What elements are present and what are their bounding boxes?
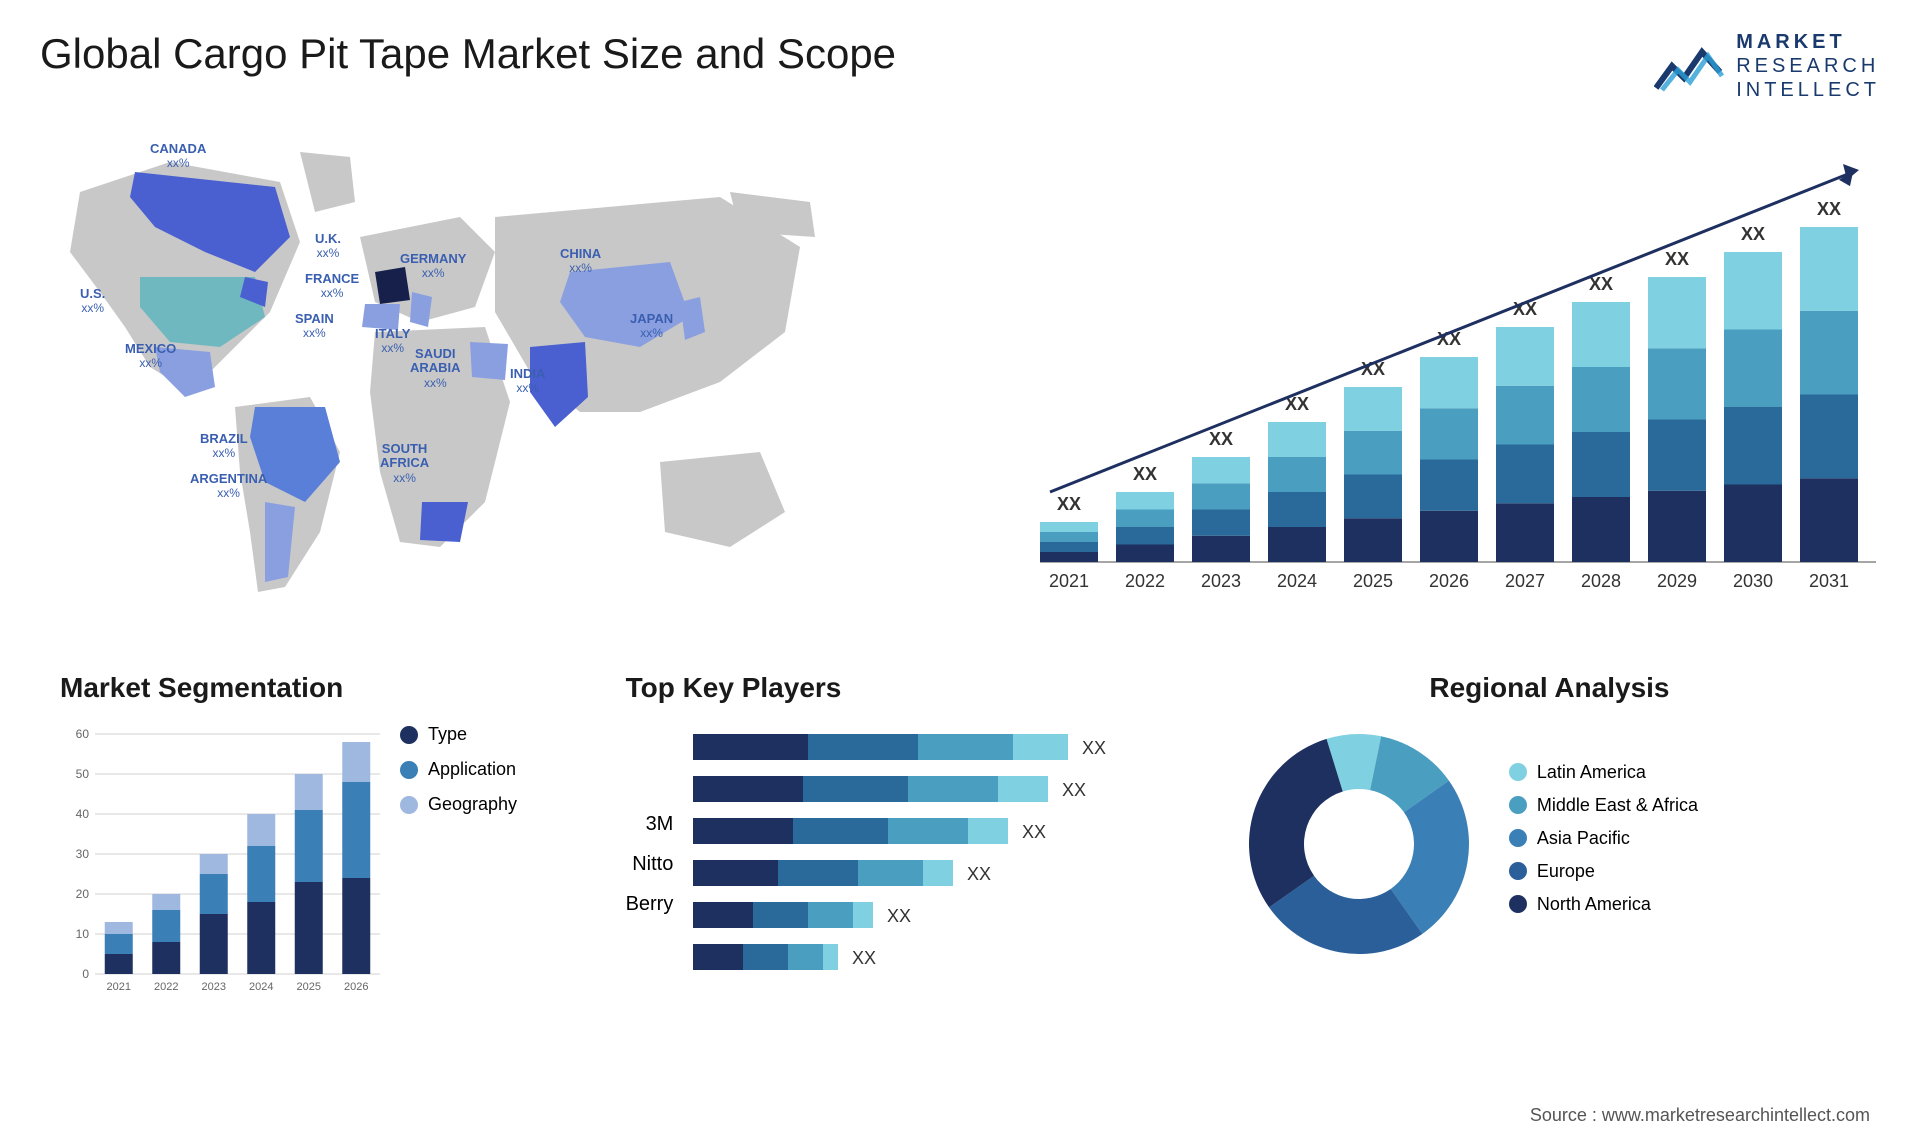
map-label-argentina: ARGENTINAxx% bbox=[190, 472, 267, 501]
page-title: Global Cargo Pit Tape Market Size and Sc… bbox=[40, 30, 896, 78]
region-legend-asia-pacific: Asia Pacific bbox=[1509, 828, 1698, 849]
logo-text-3: INTELLECT bbox=[1736, 78, 1880, 102]
world-map: CANADAxx% U.S.xx% MEXICOxx% BRAZILxx% ARGENT… bbox=[40, 132, 980, 622]
players-names: 3MNittoBerry bbox=[626, 804, 674, 924]
svg-text:XX: XX bbox=[887, 906, 911, 926]
svg-text:XX: XX bbox=[1817, 199, 1841, 219]
svg-text:XX: XX bbox=[1057, 494, 1081, 514]
map-label-saudiarabia: SAUDIARABIAxx% bbox=[410, 347, 461, 390]
svg-text:60: 60 bbox=[76, 727, 90, 741]
svg-text:XX: XX bbox=[852, 948, 876, 968]
svg-text:2024: 2024 bbox=[249, 981, 273, 993]
regional-donut bbox=[1239, 724, 1479, 964]
svg-text:2026: 2026 bbox=[1429, 571, 1469, 591]
svg-text:2024: 2024 bbox=[1277, 571, 1317, 591]
svg-text:2023: 2023 bbox=[202, 981, 226, 993]
svg-text:2022: 2022 bbox=[154, 981, 178, 993]
segmentation-chart: 0 10 20 30 40 50 60 2021 2022 2023 2024 2025 2026 bbox=[60, 724, 380, 1004]
svg-text:2026: 2026 bbox=[344, 981, 368, 993]
map-label-india: INDIAxx% bbox=[510, 367, 545, 396]
map-label-us: U.S.xx% bbox=[80, 287, 105, 316]
map-label-canada: CANADAxx% bbox=[150, 142, 206, 171]
segmentation-panel: Market Segmentation 0 10 20 30 40 50 60 2021 202… bbox=[40, 672, 606, 1032]
svg-text:2021: 2021 bbox=[1049, 571, 1089, 591]
svg-text:20: 20 bbox=[76, 887, 90, 901]
map-label-southafrica: SOUTHAFRICAxx% bbox=[380, 442, 429, 485]
svg-text:2023: 2023 bbox=[1201, 571, 1241, 591]
growth-bar-chart: 2021 XX 2022 XX 2023 XX 2024 XX 2025 XX 2026 XX 2027… bbox=[1020, 132, 1880, 622]
map-label-japan: JAPANxx% bbox=[630, 312, 673, 341]
svg-text:0: 0 bbox=[82, 967, 89, 981]
brand-logo: MARKET RESEARCH INTELLECT bbox=[1654, 30, 1880, 102]
svg-text:XX: XX bbox=[1022, 822, 1046, 842]
svg-text:40: 40 bbox=[76, 807, 90, 821]
regional-title: Regional Analysis bbox=[1239, 672, 1860, 704]
map-label-france: FRANCExx% bbox=[305, 272, 359, 301]
svg-text:XX: XX bbox=[1209, 429, 1233, 449]
player-name-3m: 3M bbox=[626, 804, 674, 844]
seg-legend-application: Application bbox=[400, 759, 517, 780]
regional-legend: Latin America Middle East & Africa Asia Pa… bbox=[1509, 762, 1698, 927]
region-legend-middle-east---africa: Middle East & Africa bbox=[1509, 795, 1698, 816]
svg-text:2030: 2030 bbox=[1733, 571, 1773, 591]
logo-text-1: MARKET bbox=[1736, 30, 1880, 54]
source-text: Source : www.marketresearchintellect.com bbox=[1530, 1105, 1870, 1126]
svg-text:2028: 2028 bbox=[1581, 571, 1621, 591]
map-label-uk: U.K.xx% bbox=[315, 232, 341, 261]
svg-text:2027: 2027 bbox=[1505, 571, 1545, 591]
player-name-berry: Berry bbox=[626, 884, 674, 924]
region-legend-europe: Europe bbox=[1509, 861, 1698, 882]
region-legend-latin-america: Latin America bbox=[1509, 762, 1698, 783]
svg-text:XX: XX bbox=[1665, 249, 1689, 269]
svg-text:2021: 2021 bbox=[107, 981, 131, 993]
map-label-brazil: BRAZILxx% bbox=[200, 432, 248, 461]
seg-legend-geography: Geography bbox=[400, 794, 517, 815]
segmentation-legend: Type Application Geography bbox=[400, 724, 517, 829]
map-label-mexico: MEXICOxx% bbox=[125, 342, 176, 371]
player-name-nitto: Nitto bbox=[626, 844, 674, 884]
svg-text:30: 30 bbox=[76, 847, 90, 861]
svg-text:XX: XX bbox=[1082, 738, 1106, 758]
region-legend-north-america: North America bbox=[1509, 894, 1698, 915]
logo-icon bbox=[1654, 38, 1724, 94]
players-chart: XX XX XX XX XX XX bbox=[693, 724, 1133, 1004]
players-title: Top Key Players bbox=[626, 672, 1199, 704]
svg-text:2025: 2025 bbox=[1353, 571, 1393, 591]
logo-text-2: RESEARCH bbox=[1736, 54, 1880, 78]
players-panel: Top Key Players 3MNittoBerry XXXXXXXXXXX… bbox=[606, 672, 1219, 1032]
svg-text:XX: XX bbox=[967, 864, 991, 884]
segmentation-title: Market Segmentation bbox=[60, 672, 586, 704]
regional-panel: Regional Analysis Latin America Middle Ea… bbox=[1219, 672, 1880, 1032]
svg-text:2029: 2029 bbox=[1657, 571, 1697, 591]
svg-text:XX: XX bbox=[1741, 224, 1765, 244]
svg-text:50: 50 bbox=[76, 767, 90, 781]
svg-text:10: 10 bbox=[76, 927, 90, 941]
seg-legend-type: Type bbox=[400, 724, 517, 745]
map-label-italy: ITALYxx% bbox=[375, 327, 410, 356]
map-label-germany: GERMANYxx% bbox=[400, 252, 466, 281]
svg-text:2025: 2025 bbox=[297, 981, 321, 993]
map-label-spain: SPAINxx% bbox=[295, 312, 334, 341]
svg-text:2022: 2022 bbox=[1125, 571, 1165, 591]
svg-text:XX: XX bbox=[1062, 780, 1086, 800]
svg-text:XX: XX bbox=[1133, 464, 1157, 484]
svg-text:2031: 2031 bbox=[1809, 571, 1849, 591]
map-label-china: CHINAxx% bbox=[560, 247, 601, 276]
